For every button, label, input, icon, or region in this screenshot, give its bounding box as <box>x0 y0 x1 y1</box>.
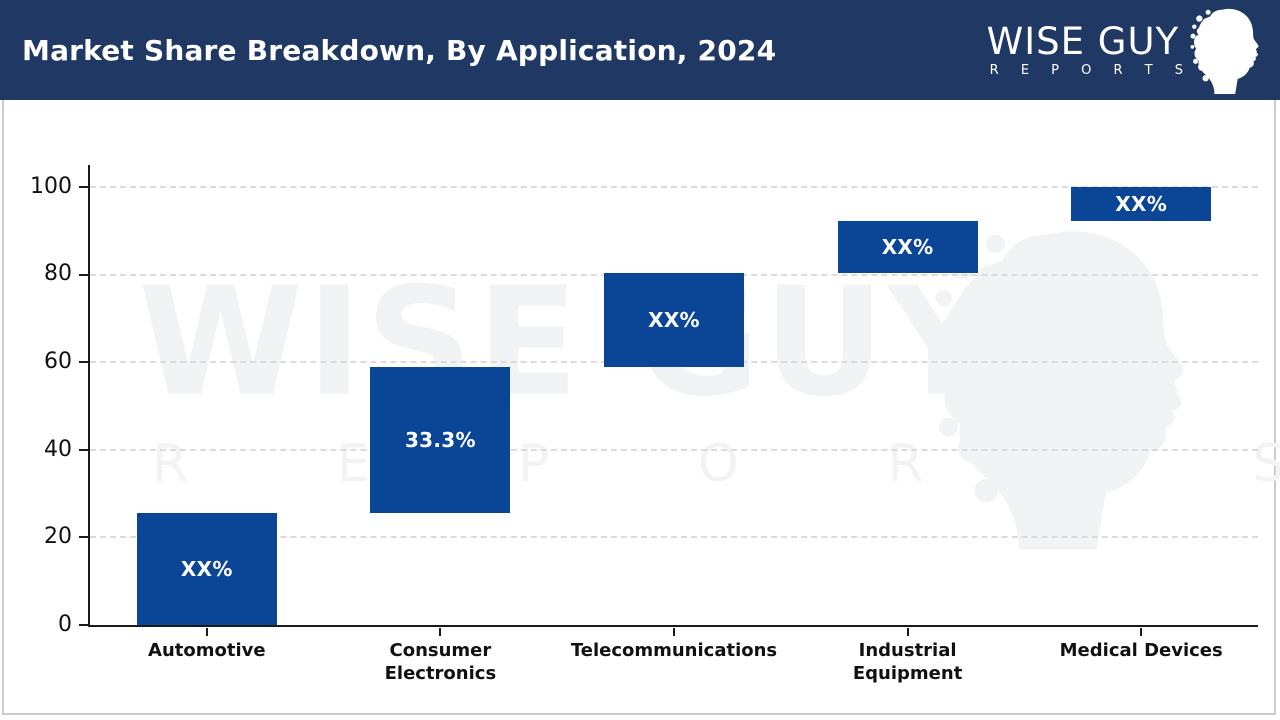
y-tick-mark <box>79 624 88 626</box>
bar-value-label: XX% <box>881 234 934 259</box>
bar-value-label: 33.3% <box>404 428 476 453</box>
y-tick-label: 100 <box>30 173 72 199</box>
x-axis-label: Consumer Electronics <box>384 640 497 685</box>
x-axis-label: Industrial Equipment <box>852 640 963 685</box>
bar-value-label: XX% <box>648 308 700 333</box>
x-axis-label: Medical Devices <box>1059 640 1223 661</box>
bar-value-label: XX% <box>180 557 233 582</box>
y-tick-label: 40 <box>44 436 72 462</box>
chart-region: WISE GUY R E P O R T S 0 20 40 60 80 100 XX% Au… <box>0 100 1280 720</box>
plot-area: 0 20 40 60 80 100 XX% Automotive 33.3% Consumer E… <box>30 165 1258 684</box>
x-tick-mark <box>205 628 208 636</box>
x-tick-mark <box>673 628 675 636</box>
y-tick-mark <box>79 448 88 451</box>
logo-wordmark: WISE GUY <box>986 19 1180 63</box>
wise-guy-logo: WISE GUY R E P O R T S <box>987 6 1266 94</box>
logo-subtext: R E P O R T S <box>989 62 1192 78</box>
gridline <box>90 185 1258 188</box>
y-tick-mark <box>79 185 88 188</box>
logo-face-icon <box>1188 6 1266 94</box>
logo-text: WISE GUY R E P O R T S <box>987 23 1192 78</box>
bar: XX% <box>1071 186 1212 221</box>
bar: XX% <box>604 272 744 368</box>
header-bar: Market Share Breakdown, By Application, … <box>0 0 1280 100</box>
y-tick-label: 60 <box>44 348 72 374</box>
x-tick-mark <box>906 628 909 636</box>
x-tick-mark <box>1140 628 1143 636</box>
y-tick-mark <box>79 536 88 539</box>
x-axis-label: Automotive <box>148 640 266 661</box>
gridline <box>90 448 1258 451</box>
y-tick-mark <box>79 361 88 364</box>
y-tick-mark <box>79 273 88 276</box>
x-tick-mark <box>439 628 442 636</box>
y-tick-label: 0 <box>58 611 72 637</box>
bar: 33.3% <box>370 367 511 514</box>
x-axis-label: Telecommunications <box>570 640 778 661</box>
gridline <box>90 536 1258 539</box>
y-tick-label: 20 <box>44 524 72 550</box>
watermark-wordmark: WISE GUY <box>138 256 1000 430</box>
bar-value-label: XX% <box>1115 191 1168 216</box>
bar: XX% <box>136 513 277 625</box>
page-title: Market Share Breakdown, By Application, … <box>22 33 777 67</box>
y-tick-label: 80 <box>44 261 72 287</box>
bar: XX% <box>837 220 978 273</box>
